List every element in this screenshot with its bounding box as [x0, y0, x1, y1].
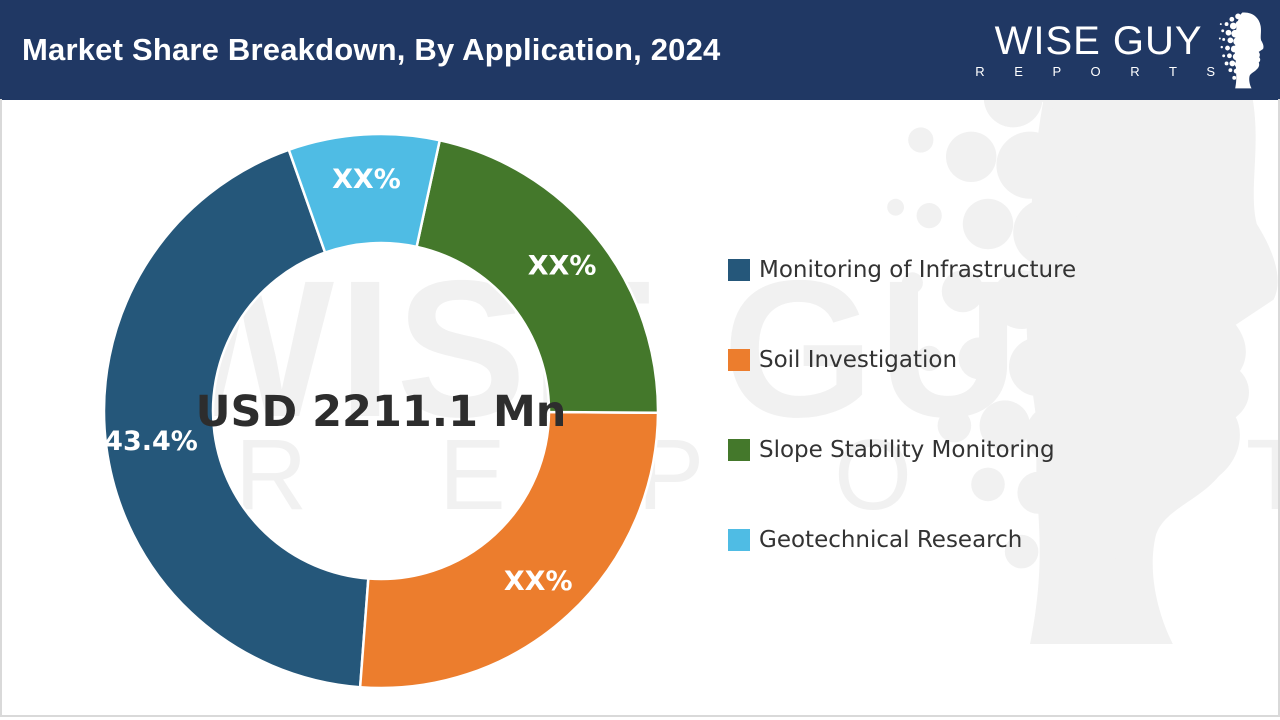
segment-label: XX% — [332, 164, 401, 195]
legend-swatch — [728, 349, 750, 371]
logo-face-icon — [1218, 12, 1264, 89]
chart-center-value: USD 2211.1 Mn — [196, 387, 567, 437]
donut-segment-monitoring-of-infrastructure — [102, 148, 370, 689]
legend-swatch — [728, 439, 750, 461]
chart-legend: Monitoring of Infrastructure Soil Investi… — [728, 257, 1076, 617]
legend-item: Slope Stability Monitoring — [728, 437, 1076, 463]
legend-swatch — [728, 529, 750, 551]
legend-label: Geotechnical Research — [759, 527, 1023, 553]
segment-label: 43.4% — [104, 426, 198, 457]
donut-segment-geotechnical-research — [287, 132, 442, 255]
legend-label: Soil Investigation — [759, 347, 958, 373]
legend-item: Monitoring of Infrastructure — [728, 257, 1076, 283]
donut-segment-slope-stability-monitoring — [415, 138, 660, 414]
legend-label: Slope Stability Monitoring — [759, 437, 1055, 463]
logo-subtitle: R E P O R T S — [975, 64, 1228, 79]
header-bar: Market Share Breakdown, By Application, … — [0, 0, 1280, 100]
legend-item: Geotechnical Research — [728, 527, 1076, 553]
donut-segment-soil-investigation — [358, 410, 660, 690]
segment-label: XX% — [528, 250, 597, 281]
page-title: Market Share Breakdown, By Application, … — [22, 32, 721, 67]
legend-label: Monitoring of Infrastructure — [759, 257, 1077, 283]
legend-item: Soil Investigation — [728, 347, 1076, 373]
segment-label: XX% — [504, 566, 573, 597]
legend-swatch — [728, 259, 750, 281]
wise-guy-reports-logo: WISE GUY R E P O R T S — [969, 8, 1264, 92]
logo-wordmark: WISE GUY — [994, 19, 1203, 63]
